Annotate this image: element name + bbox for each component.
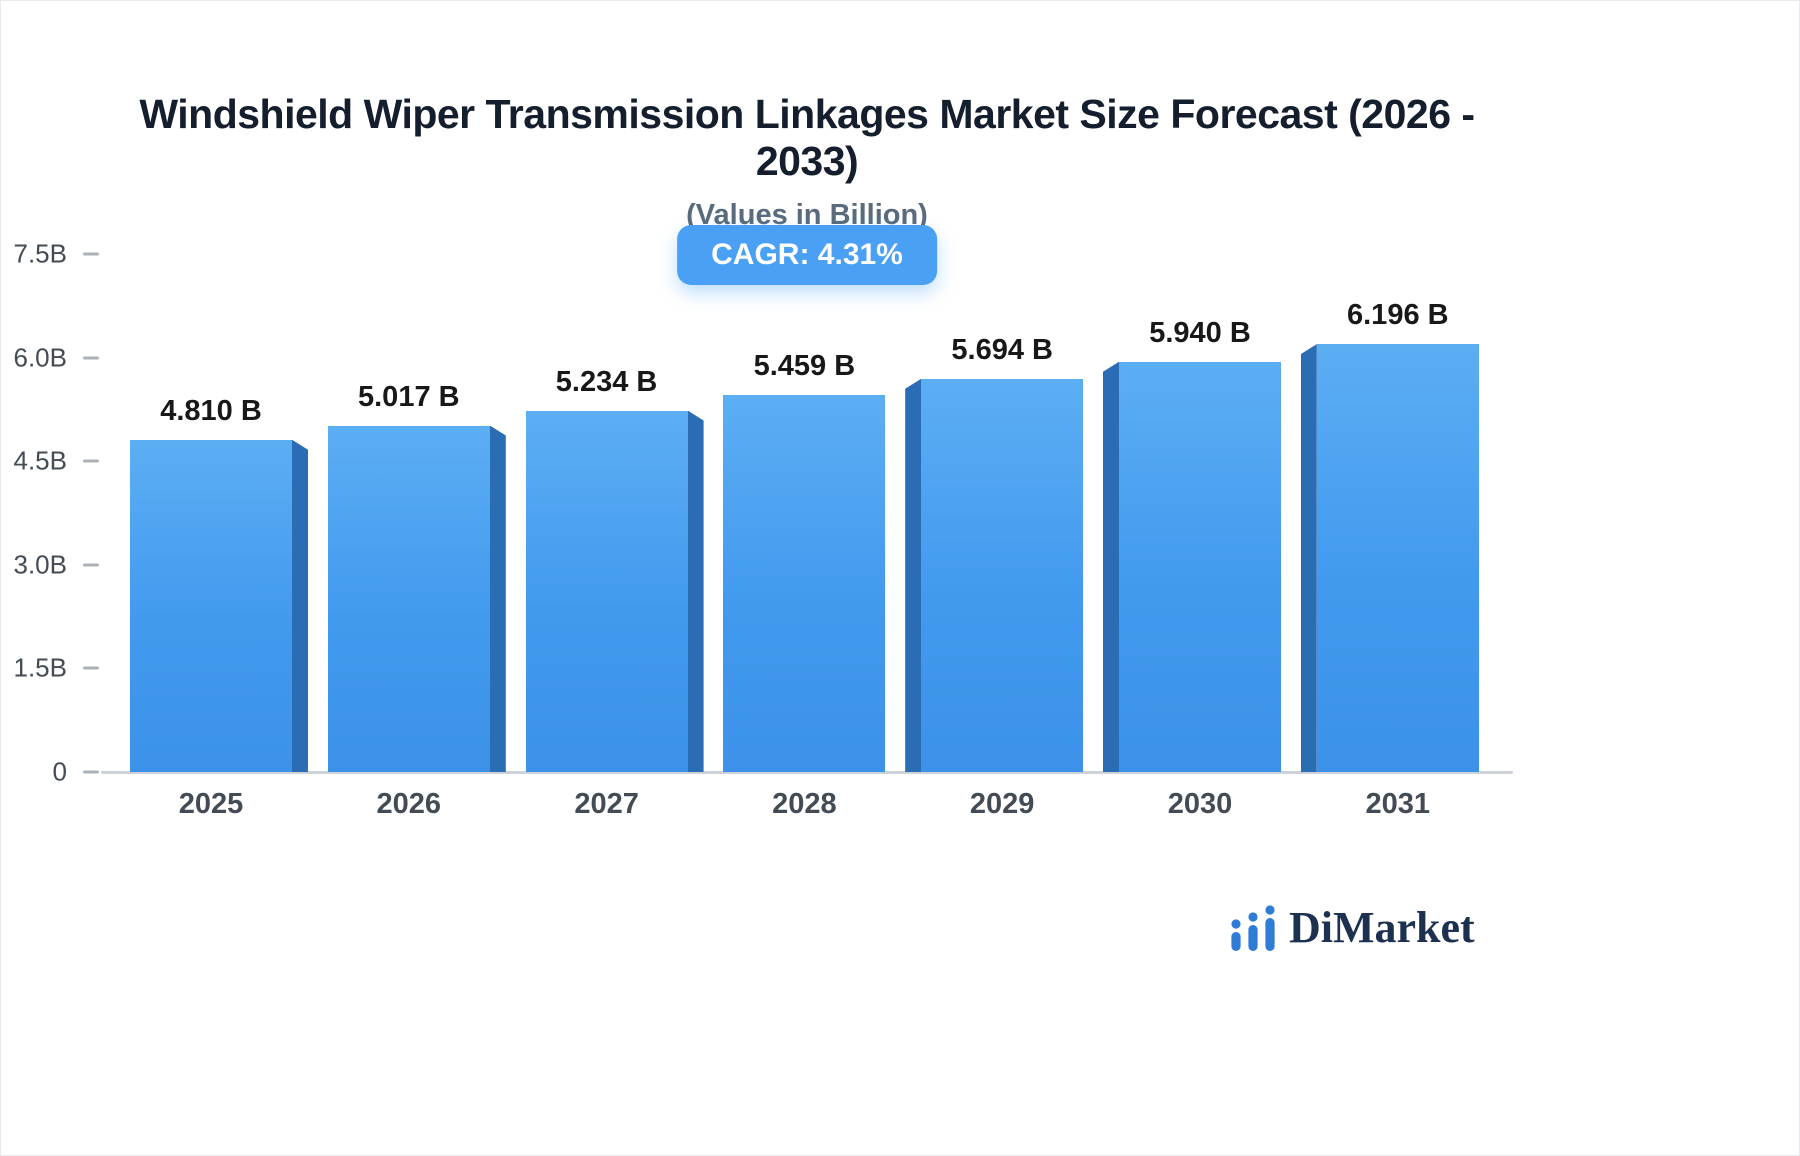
bar-group-2025: 4.810 B 2025 [130,254,308,820]
y-axis-tick-mark [83,563,99,567]
bar-side-face [489,425,506,772]
y-axis-tick-mark [83,666,99,670]
bar-value-label: 5.694 B [951,333,1053,366]
bar-2026 [327,425,490,772]
chart-title: Windshield Wiper Transmission Linkages M… [139,91,1475,184]
bar-2030 [1119,361,1281,772]
y-axis-tick-mark [83,459,99,463]
bar-group-2027: 5.234 B 2027 [525,254,704,820]
bar-side-face [1103,361,1119,772]
y-axis-tick-label: 3.0B [13,549,68,580]
bar-group-2030: 5.940 B 2030 [1103,254,1281,820]
bar-group-2026: 5.017 B 2026 [327,254,506,820]
bar-value-label: 5.017 B [358,380,460,413]
y-axis-tick-label: 0 [52,756,67,787]
bar-value-label: 6.196 B [1347,299,1449,332]
y-axis-tick-label: 4.5B [13,445,68,476]
bar-2025 [130,439,292,772]
bar-side-face [905,378,922,772]
x-axis-label-2027: 2027 [574,788,639,820]
bar-value-label: 5.234 B [555,365,658,398]
chart-header: Windshield Wiper Transmission Linkages M… [101,91,1513,232]
bar-2029 [921,378,1084,772]
y-axis-tick-label: 1.5B [13,652,68,683]
cagr-badge-label: CAGR: 4.31% [711,238,903,271]
dimarket-logo-text: DiMarket [1289,903,1475,952]
bar-value-label: 4.810 B [160,394,262,427]
dimarket-logo-icon [1231,905,1275,951]
dimarket-logo: DiMarket [1229,905,1475,951]
y-axis-tick-mark [83,356,99,360]
x-axis-label-2028: 2028 [772,788,837,820]
bar-side-face [687,410,704,772]
bar-group-2031: 6.196 B 2031 [1300,254,1479,820]
bar-group-2028: 5.459 B 2028 [723,254,886,820]
y-axis-tick-label: 7.5B [13,238,68,269]
cagr-badge: CAGR: 4.31% [677,225,937,285]
y-axis-tick-mark [83,252,99,256]
x-axis-label-2031: 2031 [1365,788,1431,820]
bar-2028 [723,394,886,772]
x-axis-label-2026: 2026 [376,788,442,820]
bar-2031 [1316,344,1479,772]
bar-value-label: 5.459 B [753,349,856,382]
x-axis-baseline [101,771,1513,774]
bar-side-face [292,439,308,772]
x-axis-label-2030: 2030 [1167,788,1233,820]
bar-group-2029: 5.694 B 2029 [905,254,1084,820]
x-axis-label-2029: 2029 [969,788,1035,820]
y-axis-tick-mark [83,770,99,774]
x-axis-label-2025: 2025 [178,788,244,820]
bar-value-label: 5.940 B [1149,316,1251,349]
bar-side-face [1300,344,1317,772]
bar-2027 [525,410,688,772]
y-axis-tick-label: 6.0B [13,342,68,373]
bar-chart-plot: 0 1.5B 3.0B 4.5B 6.0B 7.5B 4.810 B 2025 5.017 B 2… [14,239,1513,820]
